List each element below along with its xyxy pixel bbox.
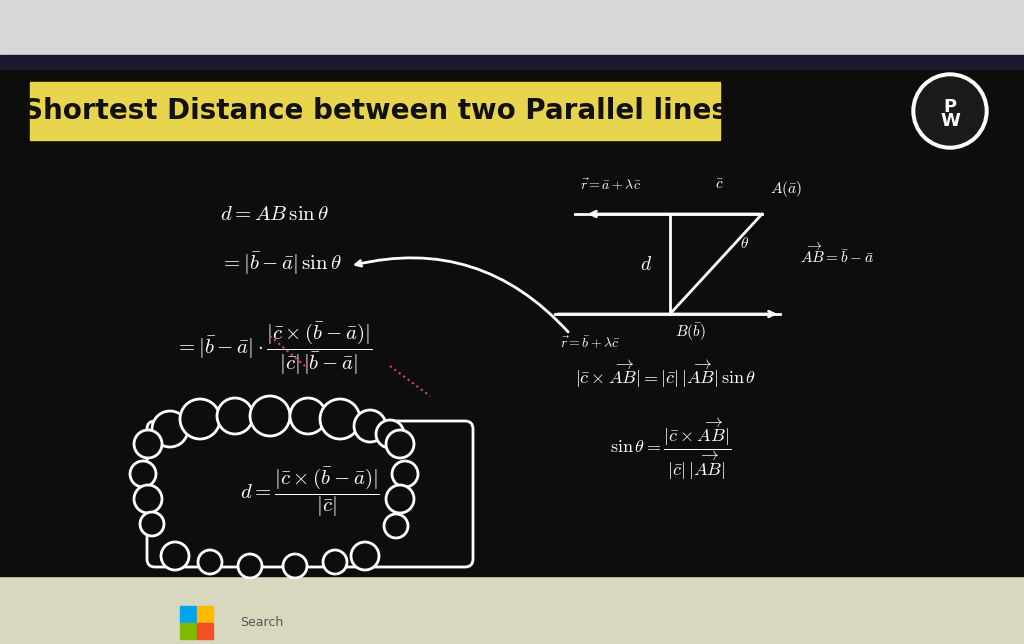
Circle shape bbox=[140, 512, 164, 536]
Circle shape bbox=[283, 554, 307, 578]
Text: W: W bbox=[940, 112, 959, 130]
Text: $\vec{r}=\bar{a}+\lambda\bar{c}$: $\vec{r}=\bar{a}+\lambda\bar{c}$ bbox=[580, 176, 642, 192]
Circle shape bbox=[238, 554, 262, 578]
Text: Shortest Distance between two Parallel lines: Shortest Distance between two Parallel l… bbox=[23, 97, 727, 125]
Circle shape bbox=[386, 485, 414, 513]
Circle shape bbox=[351, 542, 379, 570]
Text: $d$: $d$ bbox=[640, 254, 652, 274]
Circle shape bbox=[130, 461, 156, 487]
Bar bbox=[0, 0, 1024, 55]
Text: $d = \dfrac{|\bar{c}\times(\bar{b}-\bar{a})|}{|\bar{c}|}$: $d = \dfrac{|\bar{c}\times(\bar{b}-\bar{… bbox=[240, 465, 380, 519]
Text: $\theta$: $\theta$ bbox=[740, 236, 749, 251]
Text: $= |\bar{b}-\bar{a}|\,\sin\theta$: $= |\bar{b}-\bar{a}|\,\sin\theta$ bbox=[220, 251, 342, 277]
Circle shape bbox=[386, 430, 414, 458]
Circle shape bbox=[376, 420, 404, 448]
Text: Search: Search bbox=[240, 616, 284, 629]
Bar bbox=[0, 570, 1024, 576]
Circle shape bbox=[134, 430, 162, 458]
Circle shape bbox=[290, 398, 326, 434]
Circle shape bbox=[319, 399, 360, 439]
Circle shape bbox=[198, 550, 222, 574]
Circle shape bbox=[250, 396, 290, 436]
Text: $= |\bar{b}-\bar{a}|\cdot\dfrac{|\bar{c}\times(\bar{b}-\bar{a})|}{|\bar{c}|\,|\b: $= |\bar{b}-\bar{a}|\cdot\dfrac{|\bar{c}… bbox=[175, 321, 372, 377]
Text: P: P bbox=[943, 98, 956, 116]
Bar bbox=[0, 574, 1024, 644]
Circle shape bbox=[217, 398, 253, 434]
Circle shape bbox=[161, 542, 189, 570]
Circle shape bbox=[384, 514, 408, 538]
Bar bbox=[0, 55, 1024, 75]
Circle shape bbox=[323, 550, 347, 574]
Bar bbox=[180, 623, 196, 639]
Text: $\overrightarrow{AB}=\bar{b}-\bar{a}$: $\overrightarrow{AB}=\bar{b}-\bar{a}$ bbox=[800, 242, 873, 267]
Bar bbox=[180, 606, 196, 622]
Text: $\vec{r}=\bar{b}+\lambda\bar{c}$: $\vec{r}=\bar{b}+\lambda\bar{c}$ bbox=[560, 334, 621, 350]
Circle shape bbox=[354, 410, 386, 442]
Circle shape bbox=[392, 461, 418, 487]
Bar bbox=[30, 82, 720, 140]
Text: $d = AB\,\sin\theta$: $d = AB\,\sin\theta$ bbox=[220, 204, 329, 224]
Circle shape bbox=[180, 399, 220, 439]
Circle shape bbox=[134, 485, 162, 513]
Text: $B(\bar{b})$: $B(\bar{b})$ bbox=[675, 322, 706, 343]
Text: $A(\bar{a})$: $A(\bar{a})$ bbox=[770, 179, 802, 199]
Circle shape bbox=[152, 411, 188, 447]
Text: $\bar{c}$: $\bar{c}$ bbox=[716, 177, 725, 192]
FancyBboxPatch shape bbox=[147, 421, 473, 567]
Bar bbox=[197, 606, 213, 622]
Circle shape bbox=[912, 73, 988, 149]
Text: $\sin\theta = \dfrac{|\bar{c}\times\overrightarrow{AB}|}{|\bar{c}|\,|\overrighta: $\sin\theta = \dfrac{|\bar{c}\times\over… bbox=[610, 417, 731, 482]
Circle shape bbox=[916, 77, 984, 145]
Bar bbox=[0, 70, 1024, 574]
Text: $|\bar{c}\times\overrightarrow{AB}| = |\bar{c}|\,|\overrightarrow{AB}|\,\sin\the: $|\bar{c}\times\overrightarrow{AB}| = |\… bbox=[575, 358, 756, 390]
Bar bbox=[197, 623, 213, 639]
